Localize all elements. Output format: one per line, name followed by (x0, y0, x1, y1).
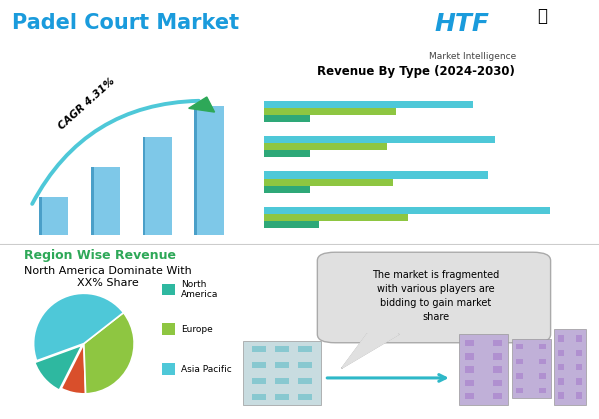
Bar (494, 380, 502, 386)
Bar (539, 359, 546, 364)
Bar (40, 197, 68, 235)
Bar (91, 167, 93, 235)
Bar (576, 392, 582, 399)
Bar (264, 178, 393, 186)
Bar (558, 392, 564, 399)
Bar (516, 359, 524, 364)
Bar (264, 171, 488, 178)
Bar (576, 335, 582, 342)
Bar (275, 394, 289, 400)
Bar (576, 349, 582, 356)
Bar (298, 378, 311, 384)
Bar (512, 339, 550, 398)
Bar (494, 353, 502, 360)
Bar (558, 378, 564, 385)
Wedge shape (84, 313, 134, 394)
Bar (264, 109, 396, 115)
Bar (162, 284, 175, 295)
Text: CAGR 4.31%: CAGR 4.31% (57, 75, 117, 131)
Polygon shape (189, 97, 214, 112)
Bar (465, 353, 474, 360)
Bar (264, 150, 310, 158)
Bar (554, 329, 586, 405)
Bar (264, 186, 310, 193)
Wedge shape (35, 345, 82, 390)
Text: HTF: HTF (434, 12, 489, 36)
Bar (465, 340, 474, 347)
Bar (162, 363, 175, 375)
Bar (195, 106, 223, 235)
Bar (494, 340, 502, 347)
Bar (264, 115, 310, 122)
Bar (539, 388, 546, 393)
Bar (275, 346, 289, 352)
Bar (539, 344, 546, 349)
Polygon shape (342, 334, 399, 368)
Bar (516, 373, 524, 379)
Text: Europe: Europe (181, 325, 213, 334)
Bar (465, 380, 474, 386)
Bar (539, 373, 546, 379)
Bar (264, 143, 387, 150)
Text: North
America: North America (181, 280, 218, 299)
Bar (516, 344, 524, 349)
Bar (39, 197, 42, 235)
Wedge shape (61, 344, 86, 394)
Bar (252, 394, 267, 400)
Bar (298, 394, 311, 400)
Bar (143, 137, 172, 235)
Bar (558, 335, 564, 342)
Bar (162, 323, 175, 335)
Bar (264, 214, 409, 221)
Bar (465, 366, 474, 373)
FancyBboxPatch shape (317, 252, 550, 343)
Bar (459, 334, 508, 405)
Bar (576, 364, 582, 370)
Bar (194, 106, 197, 235)
Bar (558, 349, 564, 356)
Bar (243, 341, 321, 405)
Bar (494, 366, 502, 373)
Bar (275, 378, 289, 384)
Bar (264, 221, 319, 228)
Text: Padel Court Market: Padel Court Market (12, 13, 239, 33)
Bar (252, 378, 267, 384)
Text: Region Wise Revenue: Region Wise Revenue (24, 249, 176, 262)
Text: North America Dominate With
XX% Share: North America Dominate With XX% Share (24, 266, 192, 288)
Wedge shape (34, 293, 123, 361)
Bar (264, 207, 550, 214)
Bar (143, 137, 146, 235)
Bar (252, 346, 267, 352)
Bar (298, 362, 311, 368)
Bar (252, 362, 267, 368)
Bar (92, 167, 120, 235)
Text: Asia Pacific: Asia Pacific (181, 365, 232, 374)
Bar (558, 364, 564, 370)
Bar (516, 388, 524, 393)
Bar (576, 378, 582, 385)
Bar (264, 137, 495, 143)
Text: 🐬: 🐬 (537, 7, 547, 25)
Text: The market is fragmented
with various players are
bidding to gain market
share: The market is fragmented with various pl… (372, 270, 500, 322)
Bar (275, 362, 289, 368)
Text: Market Intelligence: Market Intelligence (429, 52, 516, 61)
Bar (465, 393, 474, 399)
Text: Revenue By Type (2024-2030): Revenue By Type (2024-2030) (317, 65, 515, 78)
Bar (298, 346, 311, 352)
Bar (494, 393, 502, 399)
Bar (264, 101, 473, 109)
